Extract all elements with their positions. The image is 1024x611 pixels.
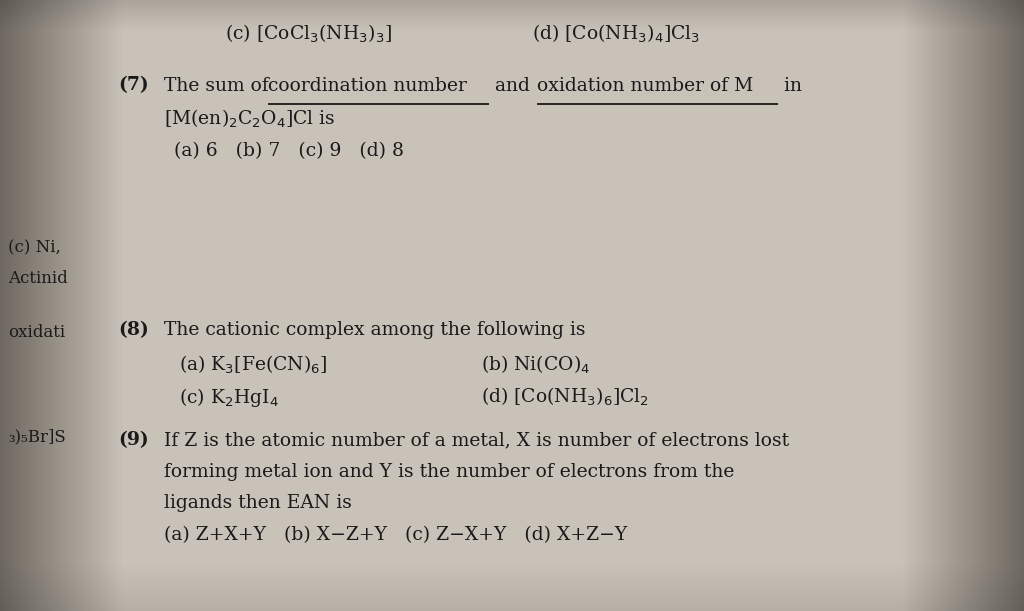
Text: (b) Ni(CO)$_4$: (b) Ni(CO)$_4$: [481, 354, 591, 376]
Text: forming metal ion and Y is the number of electrons from the: forming metal ion and Y is the number of…: [164, 463, 734, 481]
Text: (7): (7): [118, 76, 148, 95]
Text: coordination number: coordination number: [268, 76, 467, 95]
Text: (8): (8): [118, 321, 148, 339]
Text: [M(en)$_2$C$_2$O$_4$]Cl is: [M(en)$_2$C$_2$O$_4$]Cl is: [164, 108, 336, 130]
Text: (d) [Co(NH$_3$)$_4$]Cl$_3$: (d) [Co(NH$_3$)$_4$]Cl$_3$: [532, 23, 700, 45]
Text: ₃)₅Br]S: ₃)₅Br]S: [8, 428, 66, 445]
Text: (c) [CoCl$_3$(NH$_3$)$_3$]: (c) [CoCl$_3$(NH$_3$)$_3$]: [225, 23, 392, 45]
Text: oxidation number of M: oxidation number of M: [537, 76, 753, 95]
Text: (a) K$_3$[Fe(CN)$_6$]: (a) K$_3$[Fe(CN)$_6$]: [179, 354, 328, 376]
Text: (9): (9): [118, 431, 148, 449]
Text: If Z is the atomic number of a metal, X is number of electrons lost: If Z is the atomic number of a metal, X …: [164, 431, 788, 449]
Text: and: and: [489, 76, 537, 95]
Text: (c) K$_2$HgI$_4$: (c) K$_2$HgI$_4$: [179, 386, 279, 409]
Text: (a) Z+X+Y   (b) X−Z+Y   (c) Z−X+Y   (d) X+Z−Y: (a) Z+X+Y (b) X−Z+Y (c) Z−X+Y (d) X+Z−Y: [164, 526, 627, 544]
Text: Actinid: Actinid: [8, 269, 68, 287]
Text: in: in: [778, 76, 802, 95]
Text: ligands then EAN is: ligands then EAN is: [164, 494, 351, 513]
Text: (c) Ni,: (c) Ni,: [8, 239, 61, 256]
Text: The sum of: The sum of: [164, 76, 274, 95]
Text: The cationic complex among the following is: The cationic complex among the following…: [164, 321, 586, 339]
Text: (a) 6   (b) 7   (c) 9   (d) 8: (a) 6 (b) 7 (c) 9 (d) 8: [174, 142, 404, 160]
Text: (d) [Co(NH$_3$)$_6$]Cl$_2$: (d) [Co(NH$_3$)$_6$]Cl$_2$: [481, 386, 649, 408]
Text: oxidati: oxidati: [8, 324, 66, 342]
